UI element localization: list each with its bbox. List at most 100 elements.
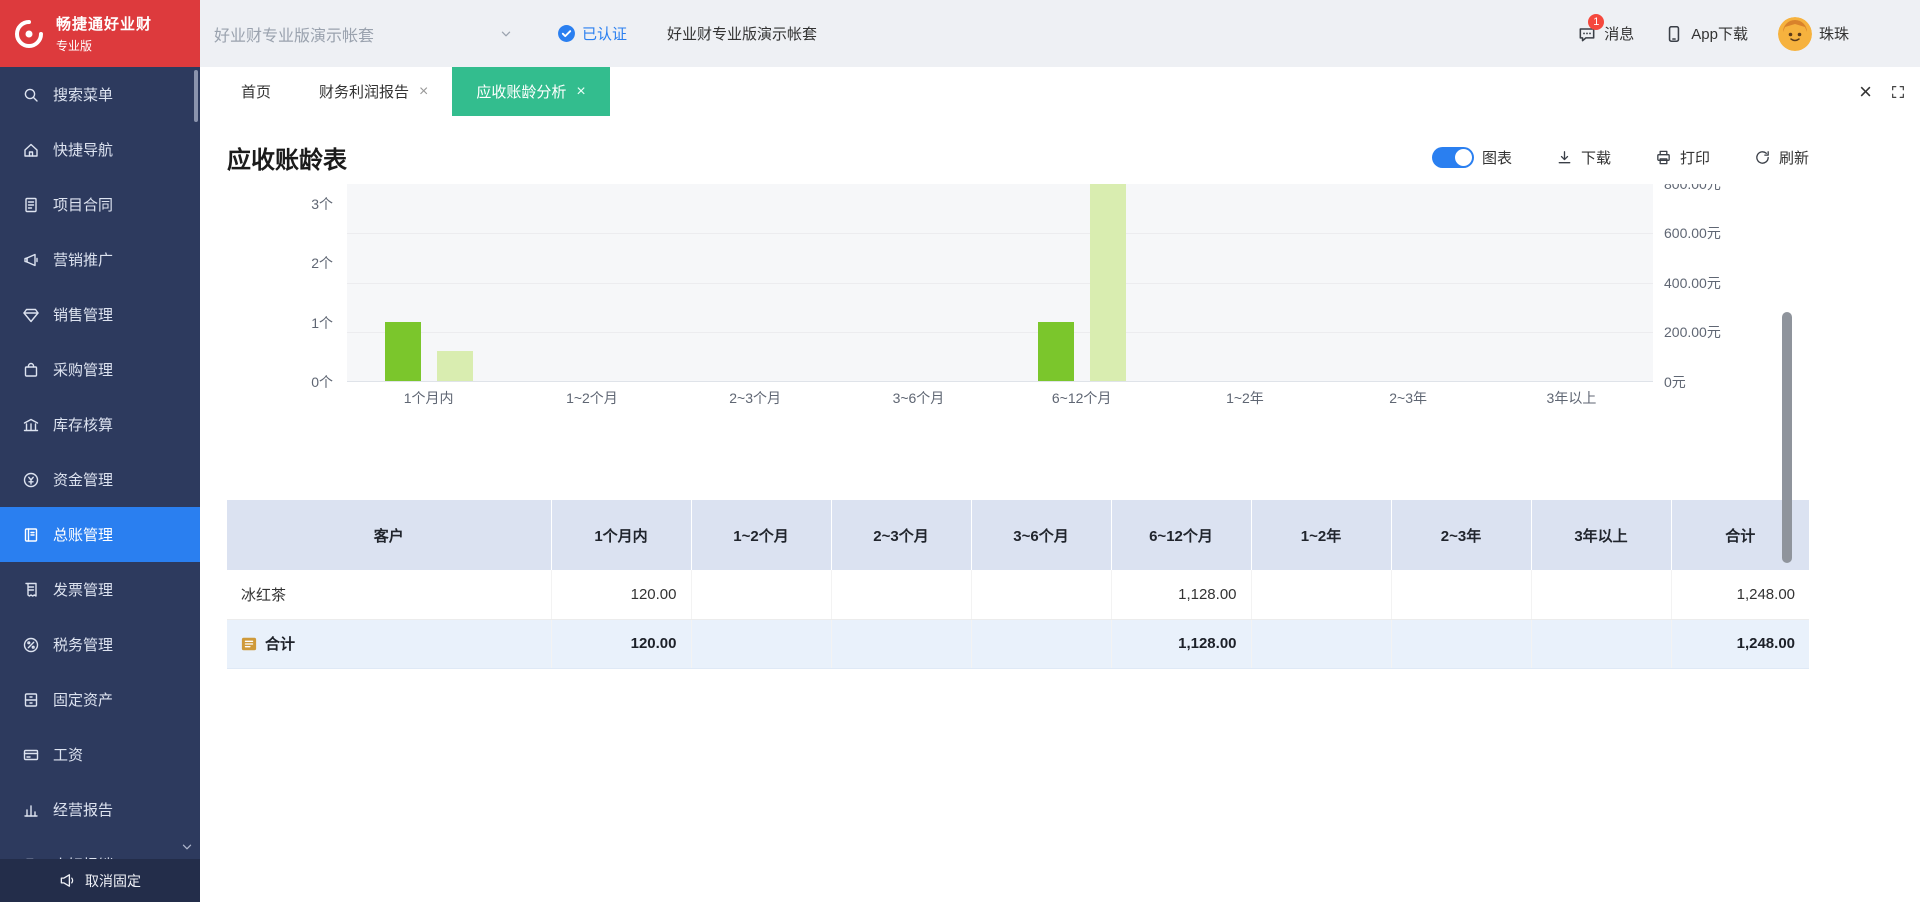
- x-axis-label: 6~12个月: [1051, 390, 1112, 406]
- title-row: 应收账龄表 图表 下载 打印 刷新: [227, 134, 1809, 180]
- sidebar-item-expense[interactable]: 小好报销: [0, 837, 200, 859]
- table-header-cell: 客户: [227, 500, 552, 570]
- report-content: 应收账龄表 图表 下载 打印 刷新 3个 2: [227, 116, 1809, 669]
- sidebar-item-payroll[interactable]: 工资: [0, 727, 200, 782]
- tab-profit-report[interactable]: 财务利润报告 ×: [295, 67, 452, 116]
- app-download-button[interactable]: App下载: [1664, 23, 1748, 44]
- print-label: 打印: [1679, 149, 1710, 167]
- account-set-dropdown[interactable]: 好业财专业版演示帐套: [214, 22, 514, 46]
- right-axis-tick: 800.00元: [1664, 184, 1721, 194]
- x-axis-label: 3~6个月: [892, 390, 945, 406]
- sidebar-item-label: 固定资产: [53, 692, 114, 709]
- report-icon: [22, 801, 40, 819]
- table-header-cell: 1~2个月: [691, 500, 832, 570]
- app-logo-icon: [12, 17, 46, 51]
- table-cell: 1,128.00: [1111, 619, 1252, 669]
- chart-bar-amount[interactable]: [436, 351, 473, 381]
- total-label: 合计: [241, 633, 537, 654]
- tab-label: 首页: [241, 84, 272, 101]
- sidebar-item-label: 小好报销: [53, 854, 113, 859]
- tab-close-icon[interactable]: ×: [419, 82, 429, 100]
- table-cell: [971, 619, 1112, 669]
- app-title: 畅捷通好业财: [56, 16, 153, 33]
- fullscreen-icon[interactable]: [1890, 84, 1906, 100]
- topbar-right: 消息 1 App下载 珠珠: [1577, 14, 1849, 51]
- sidebar-item-contract[interactable]: 项目合同: [0, 177, 200, 232]
- tabbar: 首页 财务利润报告 × 应收账龄分析 × ×: [200, 67, 1920, 116]
- message-icon: [1577, 24, 1597, 44]
- invoice-icon: [22, 581, 40, 599]
- table-total-row: 合计 120.00 1,128.00 1,248.00: [227, 619, 1809, 669]
- sidebar-item-label: 搜索菜单: [53, 87, 114, 104]
- table-cell: [831, 570, 972, 620]
- messages-button[interactable]: 消息 1: [1577, 14, 1634, 44]
- payroll-icon: [22, 746, 40, 764]
- sidebar-menu: 搜索菜单快捷导航项目合同营销推广销售管理采购管理 库存核算 资金管理 总账管理 发票管理…: [0, 67, 200, 859]
- user-name: 珠珠: [1818, 26, 1849, 43]
- certified-check-icon: [557, 24, 576, 43]
- tab-label: 应收账龄分析: [476, 84, 567, 101]
- sidebar-item-label: 销售管理: [53, 307, 114, 324]
- x-axis-label: 1个月内: [403, 390, 454, 406]
- printer-icon: [1655, 149, 1672, 166]
- close-workspace-icon[interactable]: ×: [1859, 78, 1872, 104]
- chart-bar-amount[interactable]: [1089, 184, 1126, 381]
- table-cell: 1,248.00: [1671, 570, 1809, 620]
- chevron-down-icon: [498, 26, 514, 42]
- user-menu[interactable]: 珠珠: [1777, 16, 1849, 51]
- aging-chart: 3个 2个 1个 0个 800.00元 600.00元 400.00元 200.00元 0元 1个…: [227, 184, 1809, 416]
- unpin-label: 取消固定: [85, 872, 141, 889]
- sidebar: 畅捷通好业财 专业版 搜索菜单 快捷导航 项目合同 营销推广 销售管理 采购管理 库存核算资…: [0, 0, 200, 902]
- sidebar-item-invoice[interactable]: 发票管理: [0, 562, 200, 617]
- total-icon: [241, 636, 257, 652]
- customer-name-cell[interactable]: 冰红茶: [227, 570, 552, 620]
- table-cell: 1,248.00: [1671, 619, 1809, 669]
- chart-toggle[interactable]: [1431, 146, 1474, 168]
- phone-icon: [1664, 24, 1684, 44]
- right-axis-tick: 200.00元: [1664, 324, 1721, 341]
- sidebar-item-search[interactable]: 搜索菜单: [0, 67, 200, 122]
- table-header-cell: 1个月内: [551, 500, 692, 570]
- sidebar-item-sales[interactable]: 销售管理: [0, 287, 200, 342]
- print-button[interactable]: 打印: [1655, 147, 1710, 168]
- chart-bar-count[interactable]: [384, 321, 421, 381]
- tab-label: 财务利润报告: [319, 84, 410, 101]
- sidebar-item-funds[interactable]: 资金管理: [0, 452, 200, 507]
- sidebar-scrollbar[interactable]: [194, 70, 198, 122]
- sidebar-item-label: 工资: [53, 747, 84, 764]
- table-cell: [691, 570, 832, 620]
- sidebar-more-chevron-icon[interactable]: [179, 839, 195, 855]
- chart-plot-area: [347, 184, 1653, 382]
- sidebar-item-purchase[interactable]: 采购管理: [0, 342, 200, 397]
- aging-table: 客户 1个月内 1~2个月 2~3个月 3~6个月 6~12个月 1~2年 2~3年 3年以上合…: [227, 500, 1809, 669]
- sidebar-item-tax[interactable]: 税务管理: [0, 617, 200, 672]
- tab-close-icon[interactable]: ×: [576, 82, 586, 100]
- tab-home[interactable]: 首页: [217, 67, 295, 116]
- sidebar-item-label: 项目合同: [53, 197, 114, 214]
- content-scrollbar-thumb[interactable]: [1782, 312, 1792, 563]
- chart-bar-count[interactable]: [1037, 321, 1074, 381]
- sidebar-item-label: 快捷导航: [53, 142, 114, 159]
- sidebar-item-inventory[interactable]: 库存核算: [0, 397, 200, 452]
- download-button[interactable]: 下载: [1556, 147, 1611, 168]
- certified-badge[interactable]: 已认证: [557, 23, 627, 44]
- x-axis-label: 2~3个月: [729, 390, 782, 406]
- table-row: 冰红茶 120.00 1,128.00 1,248.00: [227, 570, 1809, 620]
- sidebar-item-report[interactable]: 经营报告: [0, 782, 200, 837]
- refresh-button[interactable]: 刷新: [1754, 147, 1809, 168]
- tab-aging-analysis[interactable]: 应收账龄分析 ×: [452, 67, 610, 116]
- sidebar-item-ledger[interactable]: 总账管理: [0, 507, 200, 562]
- table-cell: [971, 570, 1112, 620]
- chart-toggle-label: 图表: [1481, 149, 1512, 167]
- assets-icon: [22, 691, 40, 709]
- right-axis-tick: 600.00元: [1664, 225, 1721, 242]
- page-title: 应收账龄表: [227, 146, 347, 174]
- sidebar-item-nav[interactable]: 快捷导航: [0, 122, 200, 177]
- report-controls: 图表 下载 打印 刷新: [1431, 146, 1809, 168]
- unpin-sidebar-button[interactable]: 取消固定: [0, 859, 200, 902]
- main-content: 应收账龄表 图表 下载 打印 刷新 3个 2: [200, 116, 1920, 902]
- sidebar-item-assets[interactable]: 固定资产: [0, 672, 200, 727]
- table-header-cell: 2~3个月: [831, 500, 972, 570]
- contract-icon: [22, 196, 40, 214]
- sidebar-item-promo[interactable]: 营销推广: [0, 232, 200, 287]
